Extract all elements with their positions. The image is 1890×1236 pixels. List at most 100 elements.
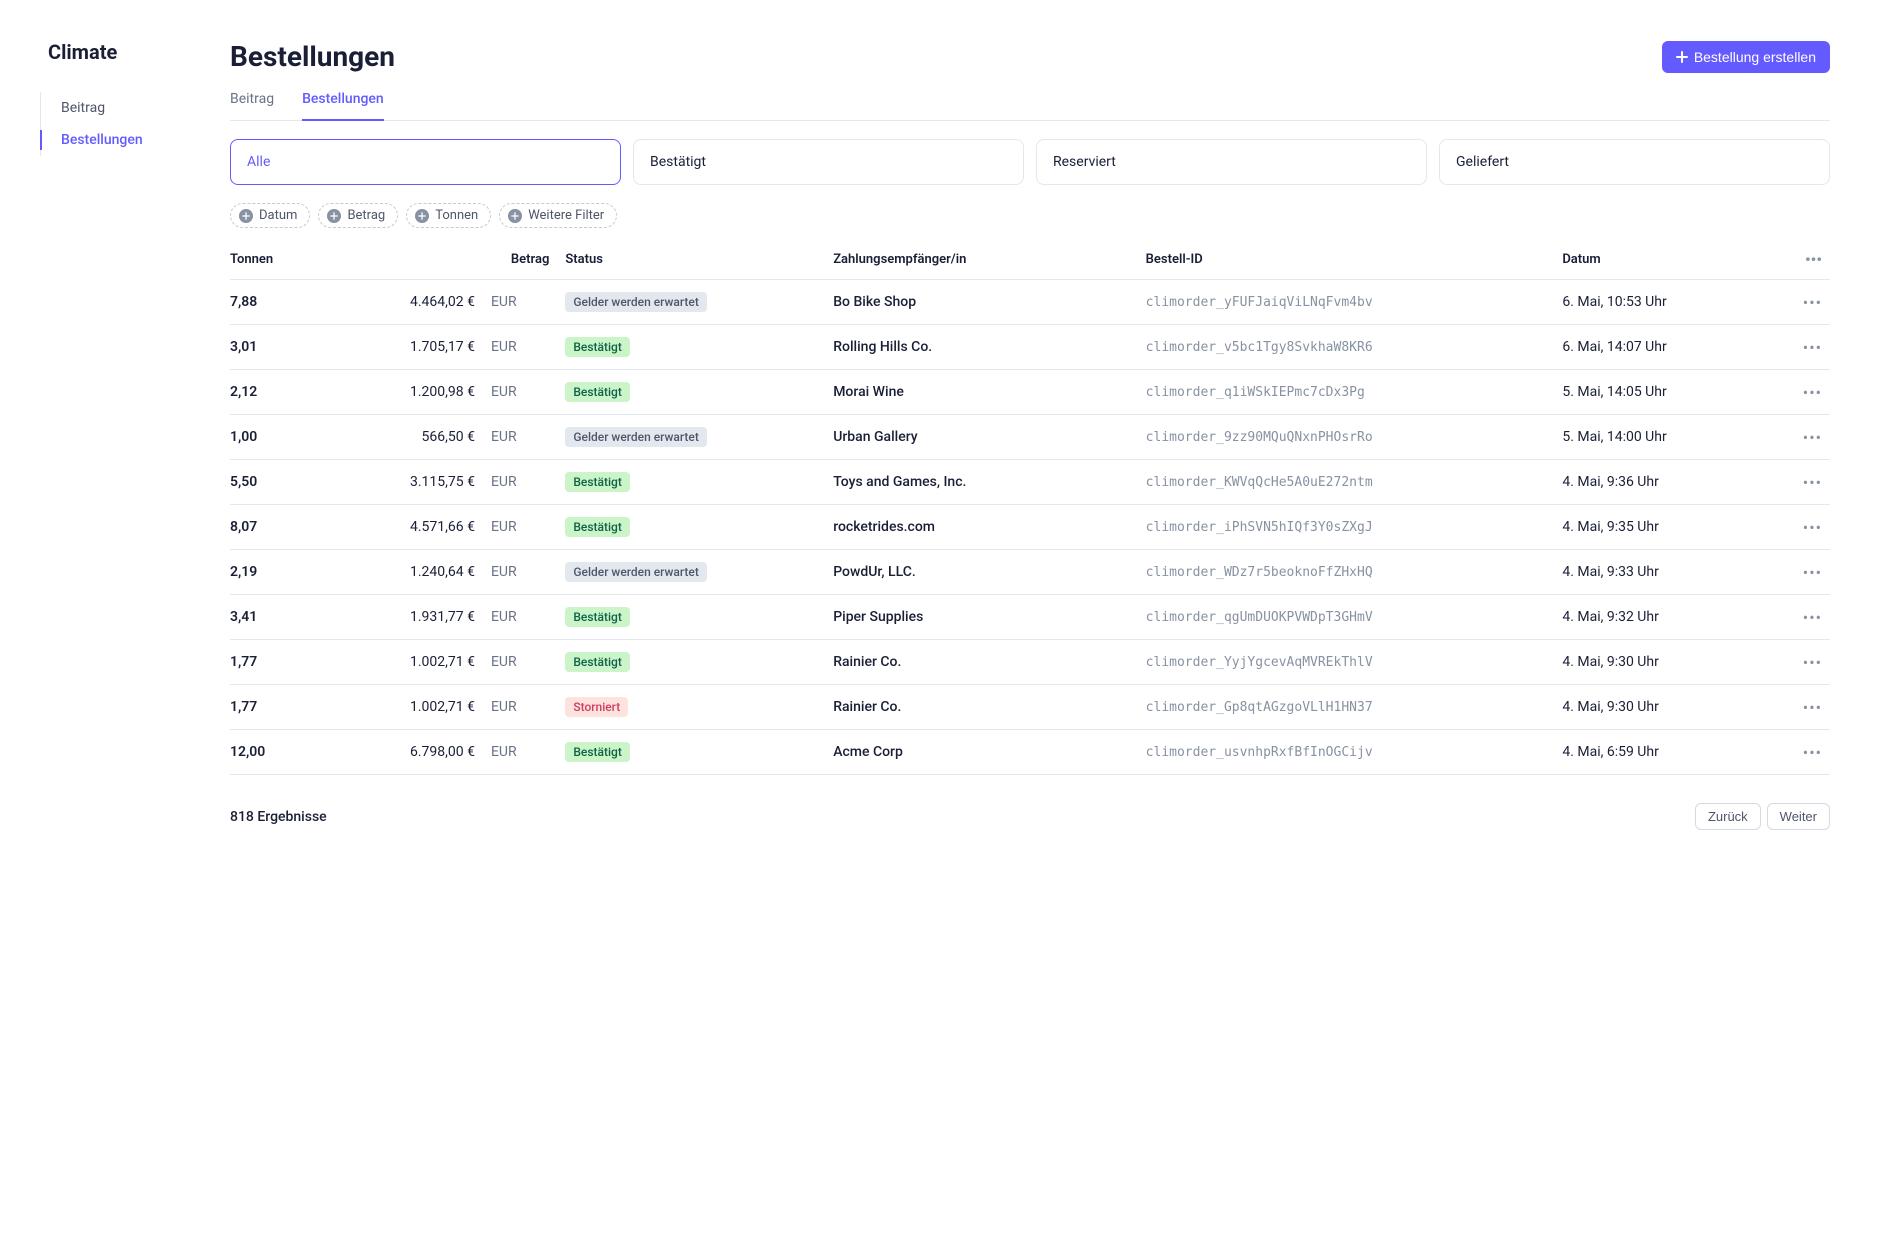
table-row[interactable]: 2,191.240,64 €EURGelder werden erwartetP… (230, 550, 1830, 595)
tab-beitrag[interactable]: Beitrag (230, 91, 274, 121)
table-row[interactable]: 1,771.002,71 €EURStorniertRainier Co.cli… (230, 685, 1830, 730)
cell-order-id: climorder_yFUFJaiqViLNqFvm4bv (1138, 280, 1555, 325)
cell-payee: Urban Gallery (825, 415, 1137, 460)
more-icon[interactable]: ••• (1803, 698, 1822, 717)
cell-status: Bestätigt (557, 640, 825, 685)
cell-date: 4. Mai, 9:36 Uhr (1554, 460, 1777, 505)
row-actions[interactable]: ••• (1778, 280, 1830, 325)
cell-date: 4. Mai, 9:30 Uhr (1554, 640, 1777, 685)
cell-currency: EUR (483, 595, 557, 640)
cell-status: Gelder werden erwartet (557, 550, 825, 595)
cell-order-id: climorder_v5bc1Tgy8SvkhaW8KR6 (1138, 325, 1555, 370)
more-icon[interactable]: ••• (1803, 608, 1822, 627)
table-row[interactable]: 5,503.115,75 €EURBestätigtToys and Games… (230, 460, 1830, 505)
status-badge: Bestätigt (565, 652, 630, 672)
filter-card-bestätigt[interactable]: Bestätigt (633, 139, 1024, 185)
plus-circle-icon (239, 209, 253, 223)
tabs: Beitrag Bestellungen (230, 91, 1830, 121)
row-actions[interactable]: ••• (1778, 325, 1830, 370)
table-row[interactable]: 2,121.200,98 €EURBestätigtMorai Wineclim… (230, 370, 1830, 415)
more-icon[interactable]: ••• (1803, 293, 1822, 312)
sidebar: Climate BeitragBestellungen (40, 40, 230, 830)
cell-date: 4. Mai, 9:30 Uhr (1554, 685, 1777, 730)
more-icon[interactable]: ••• (1803, 383, 1822, 402)
pager-next-button[interactable]: Weiter (1767, 803, 1830, 830)
cell-currency: EUR (483, 640, 557, 685)
plus-icon (1676, 51, 1688, 63)
cell-date: 6. Mai, 10:53 Uhr (1554, 280, 1777, 325)
chip-label: Datum (259, 208, 297, 223)
table-row[interactable]: 3,011.705,17 €EURBestätigtRolling Hills … (230, 325, 1830, 370)
more-icon[interactable]: ••• (1803, 473, 1822, 492)
status-badge: Bestätigt (565, 337, 630, 357)
cell-amount: 1.705,17 € (334, 325, 483, 370)
filter-card-alle[interactable]: Alle (230, 139, 621, 185)
filter-chip-weitere-filter[interactable]: Weitere Filter (499, 203, 617, 228)
row-actions[interactable]: ••• (1778, 595, 1830, 640)
sidebar-item-bestellungen[interactable]: Bestellungen (40, 124, 230, 156)
cell-tonnen: 1,77 (230, 685, 334, 730)
more-icon[interactable]: ••• (1803, 338, 1822, 357)
col-header-betrag[interactable]: Betrag (334, 250, 557, 280)
pager-back-button[interactable]: Zurück (1695, 803, 1761, 830)
row-actions[interactable]: ••• (1778, 730, 1830, 775)
filter-cards-row: Alle Bestätigt Reserviert Geliefert (230, 139, 1830, 185)
cell-amount: 6.798,00 € (334, 730, 483, 775)
filter-card-reserviert[interactable]: Reserviert (1036, 139, 1427, 185)
cell-status: Gelder werden erwartet (557, 280, 825, 325)
filter-chip-betrag[interactable]: Betrag (318, 203, 398, 228)
chip-label: Tonnen (435, 208, 478, 223)
cell-tonnen: 3,01 (230, 325, 334, 370)
cell-tonnen: 1,77 (230, 640, 334, 685)
status-badge: Bestätigt (565, 472, 630, 492)
table-row[interactable]: 1,771.002,71 €EUR Bestätigt Rainier Co.cli… (230, 640, 1830, 685)
cell-tonnen: 2,19 (230, 550, 334, 595)
cell-status: Bestätigt (557, 460, 825, 505)
cell-currency: EUR (483, 325, 557, 370)
filter-card-geliefert[interactable]: Geliefert (1439, 139, 1830, 185)
result-count: 818 Ergebnisse (230, 809, 327, 825)
tab-bestellungen[interactable]: Bestellungen (302, 91, 384, 121)
row-actions[interactable]: ••• (1778, 370, 1830, 415)
filter-chip-tonnen[interactable]: Tonnen (406, 203, 491, 228)
more-icon[interactable]: ••• (1803, 743, 1822, 762)
sidebar-item-beitrag[interactable]: Beitrag (40, 92, 230, 124)
row-actions[interactable]: ••• (1778, 505, 1830, 550)
cell-currency: EUR (483, 280, 557, 325)
row-actions[interactable]: ••• (1778, 640, 1830, 685)
filter-chip-datum[interactable]: Datum (230, 203, 310, 228)
table-row[interactable]: 12,006.798,00 €EURBestätigtAcme Corpclim… (230, 730, 1830, 775)
cell-amount: 4.464,02 € (334, 280, 483, 325)
cell-payee: PowdUr, LLC. (825, 550, 1137, 595)
table-row[interactable]: 1,00566,50 €EURGelder werden erwartetUrb… (230, 415, 1830, 460)
row-actions[interactable]: ••• (1778, 415, 1830, 460)
row-actions[interactable]: ••• (1778, 685, 1830, 730)
main-content: Bestellungen Bestellung erstellen Beitra… (230, 40, 1830, 830)
cell-date: 5. Mai, 14:00 Uhr (1554, 415, 1777, 460)
row-actions[interactable]: ••• (1778, 550, 1830, 595)
more-icon[interactable]: ••• (1803, 428, 1822, 447)
col-header-tonnen[interactable]: Tonnen (230, 250, 334, 280)
create-order-button[interactable]: Bestellung erstellen (1662, 41, 1830, 73)
cell-date: 4. Mai, 9:35 Uhr (1554, 505, 1777, 550)
col-header-payee[interactable]: Zahlungsempfänger/in (825, 250, 1137, 280)
table-row[interactable]: 8,074.571,66 €EURBestätigtrocketrides.co… (230, 505, 1830, 550)
cell-order-id: climorder_YyjYgcevAqMVREkThlV (1138, 640, 1555, 685)
more-icon[interactable]: ••• (1803, 653, 1822, 672)
cell-payee: rocketrides.com (825, 505, 1137, 550)
table-row[interactable]: 7,884.464,02 €EURGelder werden erwartetB… (230, 280, 1830, 325)
chip-label: Weitere Filter (528, 208, 604, 223)
cell-payee: Rainier Co. (825, 640, 1137, 685)
table-row[interactable]: 3,411.931,77 €EURBestätigtPiper Supplies… (230, 595, 1830, 640)
more-icon[interactable]: ••• (1803, 563, 1822, 582)
col-header-order-id[interactable]: Bestell-ID (1138, 250, 1555, 280)
cell-amount: 1.002,71 € (334, 640, 483, 685)
cell-status: Storniert (557, 685, 825, 730)
row-actions[interactable]: ••• (1778, 460, 1830, 505)
col-header-status[interactable]: Status (557, 250, 825, 280)
table-footer: 818 Ergebnisse Zurück Weiter (230, 803, 1830, 830)
col-header-datum[interactable]: Datum (1554, 250, 1777, 280)
more-icon[interactable]: ••• (1803, 518, 1822, 537)
col-header-more[interactable]: ••• (1778, 250, 1830, 280)
plus-circle-icon (327, 209, 341, 223)
